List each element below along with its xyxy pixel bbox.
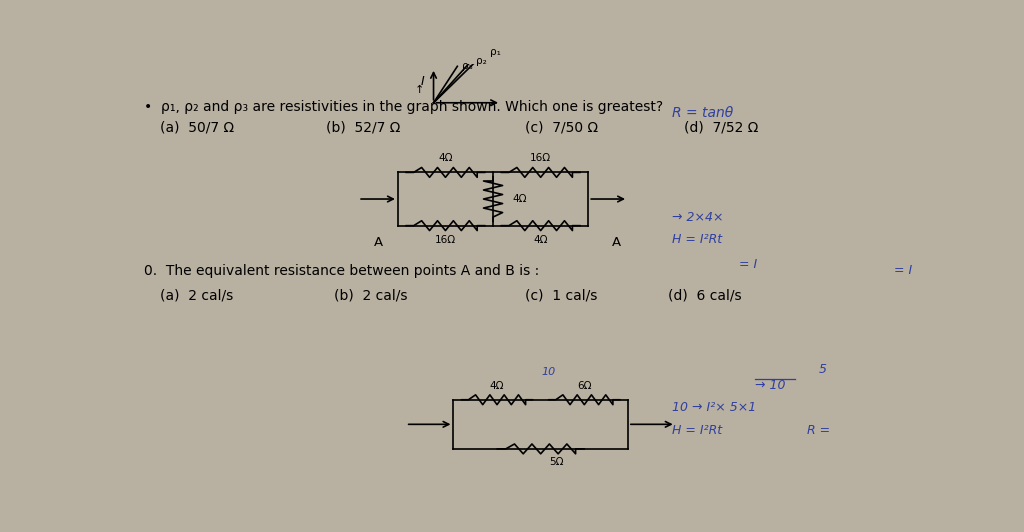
Text: ↑: ↑ <box>415 85 424 95</box>
Text: (c)  7/50 Ω: (c) 7/50 Ω <box>524 120 598 135</box>
Text: (d)  7/52 Ω: (d) 7/52 Ω <box>684 120 758 135</box>
Text: (b)  52/7 Ω: (b) 52/7 Ω <box>327 120 400 135</box>
Text: H = I²Rt: H = I²Rt <box>672 424 722 437</box>
Text: 10 → I²× 5×1: 10 → I²× 5×1 <box>672 402 756 414</box>
Text: (a)  50/7 Ω: (a) 50/7 Ω <box>160 120 233 135</box>
Text: 4Ω: 4Ω <box>489 381 504 390</box>
Text: (b)  2 cal/s: (b) 2 cal/s <box>334 288 408 302</box>
Text: 10: 10 <box>542 367 556 377</box>
Text: (c)  1 cal/s: (c) 1 cal/s <box>524 288 597 302</box>
Text: 6Ω: 6Ω <box>578 381 592 390</box>
Text: 5: 5 <box>818 362 826 376</box>
Text: 16Ω: 16Ω <box>530 153 551 163</box>
Text: A: A <box>611 236 621 249</box>
Text: 4Ω: 4Ω <box>534 235 548 245</box>
Text: (a)  2 cal/s: (a) 2 cal/s <box>160 288 233 302</box>
Text: ρ₂: ρ₂ <box>476 55 487 65</box>
Text: = I: = I <box>894 264 912 277</box>
Text: = I: = I <box>739 258 758 271</box>
Text: → 10: → 10 <box>755 379 785 392</box>
Text: 5Ω: 5Ω <box>549 457 564 467</box>
Text: •  ρ₁, ρ₂ and ρ₃ are resistivities in the graph shown. Which one is greatest?: • ρ₁, ρ₂ and ρ₃ are resistivities in the… <box>143 100 663 114</box>
Text: A: A <box>374 236 383 249</box>
Text: 4Ω: 4Ω <box>438 153 453 163</box>
Text: 16Ω: 16Ω <box>435 235 456 245</box>
Text: ρ₃: ρ₃ <box>462 61 473 71</box>
Text: 4Ω: 4Ω <box>513 194 527 204</box>
Text: R =: R = <box>807 424 829 437</box>
Text: I: I <box>420 75 424 88</box>
Text: 0.  The equivalent resistance between points A and B is :: 0. The equivalent resistance between poi… <box>143 264 539 278</box>
Text: ρ₁: ρ₁ <box>489 47 501 57</box>
Text: R = tanθ: R = tanθ <box>672 106 733 120</box>
Text: → 2×4×: → 2×4× <box>672 211 723 224</box>
Text: (d)  6 cal/s: (d) 6 cal/s <box>668 288 741 302</box>
Text: H = I²Rt: H = I²Rt <box>672 234 722 246</box>
